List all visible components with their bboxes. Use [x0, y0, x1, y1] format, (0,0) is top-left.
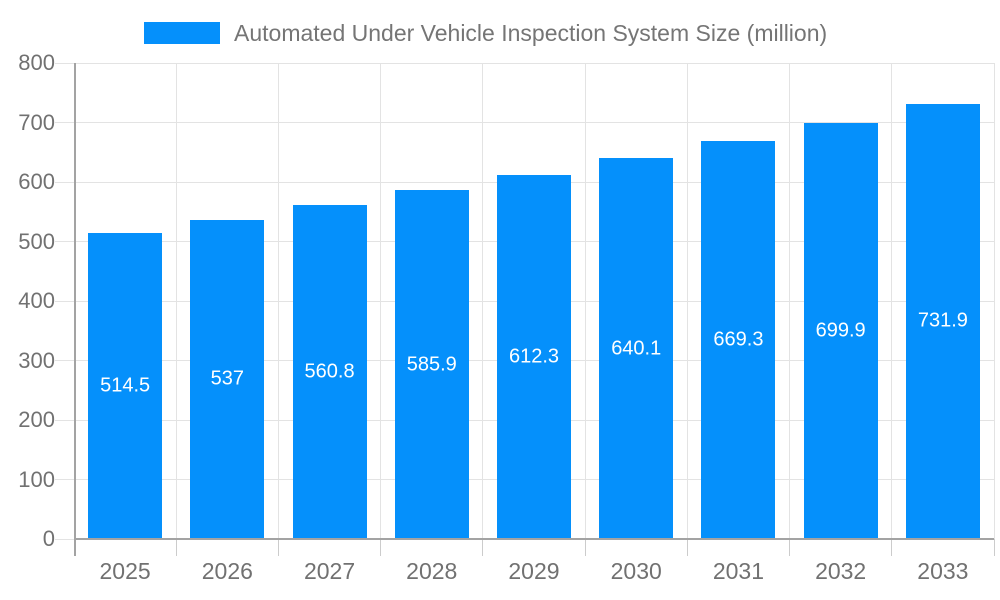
y-axis-tick-label: 100 [18, 466, 55, 492]
x-axis-tick [993, 539, 995, 556]
gridline-vertical [482, 63, 484, 539]
x-axis-tick [482, 539, 484, 556]
bar: 560.8 [292, 205, 367, 539]
bar-value-label: 612.3 [508, 345, 560, 368]
y-axis-tick-label: 600 [18, 169, 55, 194]
legend-label: Automated Under Vehicle Inspection Syste… [234, 20, 828, 46]
x-axis-tick [686, 539, 688, 556]
y-axis-tick-label: 0 [42, 526, 55, 551]
bar: 585.9 [394, 190, 469, 539]
x-axis-tick [789, 539, 791, 556]
x-axis-line [74, 538, 994, 540]
bar: 612.3 [497, 174, 571, 539]
x-axis-tick-label: 2031 [712, 558, 765, 584]
x-axis-tick [584, 539, 586, 556]
gridline-horizontal [55, 62, 994, 64]
bar: 640.1 [599, 158, 674, 539]
gridline-vertical [584, 63, 586, 539]
x-axis-tick-label: 2026 [201, 558, 253, 584]
legend-swatch [144, 22, 220, 44]
x-axis-tick-label: 2033 [917, 558, 969, 584]
x-axis-tick [891, 539, 893, 556]
y-axis-tick-label: 800 [18, 50, 55, 75]
y-axis-tick-label: 200 [18, 407, 55, 432]
bar-value-label: 560.8 [304, 360, 355, 383]
bar-value-label: 585.9 [406, 353, 457, 376]
y-axis-line [74, 63, 76, 556]
bar-value-label: 731.9 [917, 309, 968, 332]
y-axis-tick-label: 500 [18, 228, 55, 254]
y-axis-tick-label: 700 [18, 109, 55, 135]
y-axis-tick-label: 300 [18, 347, 55, 373]
x-axis-tick [175, 539, 177, 556]
bar: 731.9 [905, 103, 980, 539]
x-axis-tick-label: 2032 [815, 558, 867, 584]
x-axis-tick-label: 2030 [610, 558, 662, 584]
x-axis-tick-label: 2025 [99, 558, 151, 584]
gridline-vertical [175, 63, 177, 539]
gridline-vertical [789, 63, 791, 539]
plot-area: 514.5 537 560.8 585.9 612.3 640.1 669.3 699.9 73… [55, 62, 995, 556]
bar-value-label: 537 [210, 367, 245, 390]
x-axis-tick-label: 2029 [508, 558, 560, 584]
bar: 669.3 [701, 140, 776, 539]
gridline-horizontal [55, 122, 994, 123]
x-axis-tick-label: 2027 [303, 558, 356, 584]
bar-value-label: 640.1 [611, 337, 662, 360]
x-axis-tick [277, 539, 279, 556]
bar-value-label: 514.5 [100, 374, 151, 397]
bar: 537 [190, 219, 265, 539]
gridline-vertical [277, 63, 279, 539]
bar: 699.9 [803, 122, 878, 539]
bar: 514.5 [88, 232, 163, 539]
x-axis-tick-label: 2028 [406, 558, 458, 584]
legend: Automated Under Vehicle Inspection Syste… [144, 20, 828, 46]
y-axis-tick-label: 400 [18, 288, 55, 313]
bar-value-label: 669.3 [713, 328, 764, 351]
gridline-vertical [686, 63, 688, 539]
x-axis-tick [380, 539, 382, 556]
bar-value-label: 699.9 [815, 319, 866, 342]
gridline-vertical [993, 63, 995, 539]
gridline-vertical [380, 63, 382, 539]
gridline-vertical [891, 63, 893, 539]
